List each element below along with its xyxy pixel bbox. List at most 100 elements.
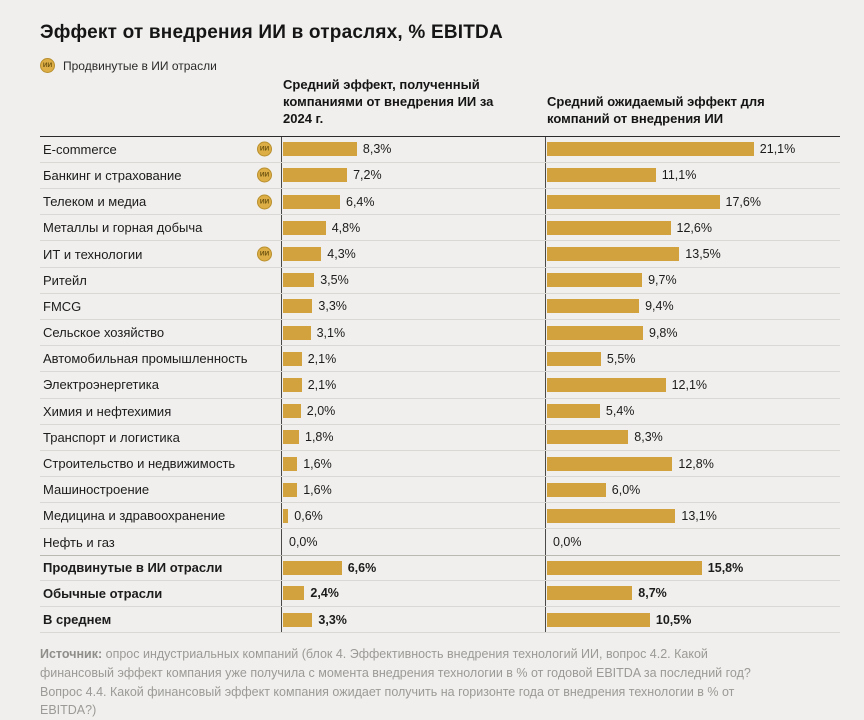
bar [547,404,600,419]
bar [283,482,298,497]
row-label-text: Банкинг и страхование [43,167,182,183]
bar-value-label: 0,0% [289,535,318,550]
table-row: Машиностроение 1,6% 6,0% [40,477,840,504]
bar [547,220,671,235]
expected-effect-bar-cell: 21,1% [545,136,840,162]
bar-value-label: 3,1% [316,325,346,340]
bar [547,168,656,183]
row-label-text: Сельское хозяйство [43,325,165,341]
expected-effect-bar-cell: 12,8% [545,450,840,477]
ai-coin-icon: ИИ [257,167,272,183]
table-row: Металлы и горная добыча 4,8% 12,6% [40,215,840,242]
actual-effect-bar-cell: 4,3% [281,241,545,267]
expected-effect-bar-cell: 9,8% [545,319,840,346]
bar [547,482,606,497]
bar-value-label: 1,6% [303,456,332,471]
actual-effect-bar-cell: 8,3% [281,136,545,162]
bar-value-label: 2,4% [310,586,339,601]
actual-effect-bar-cell: 7,2% [281,162,545,189]
bar-value-label: 13,1% [681,508,717,523]
bar [283,220,326,235]
legend: ИИ Продвинутые в ИИ отрасли [40,58,840,73]
source-note: Источник: опрос индустриальных компаний … [40,645,782,720]
bar [283,456,298,471]
row-label: Нефть и газ [40,529,281,554]
bar-value-label: 5,4% [605,404,635,419]
bar [283,508,289,523]
bar [547,142,754,157]
actual-effect-bar-cell: 6,6% [281,555,545,580]
bar [547,612,650,627]
bar [283,299,313,314]
bar-value-label: 5,5% [606,351,636,366]
row-label: Электроэнергетика [40,372,281,397]
table-row: Транспорт и логистика 1,8% 8,3% [40,424,840,451]
bar [283,430,299,445]
actual-effect-bar-cell: 2,0% [281,398,545,424]
bar [283,325,311,340]
expected-effect-bar-cell: 6,0% [545,477,840,503]
bar-value-label: 3,3% [318,299,347,314]
expected-effect-bar-cell: 8,3% [545,424,840,450]
table-row: Строительство и недвижимость 1,6% 12,8% [40,450,840,478]
bar-value-label: 6,6% [347,560,377,575]
table-row: Медицина и здравоохранение 0,6% 13,1% [40,503,840,530]
bar [547,430,629,445]
row-label: Металлы и горная добыча [40,215,281,240]
table-row: Сельское хозяйство 3,1% 9,8% [40,319,840,347]
row-label-text: В среднем [43,612,112,628]
row-label: FMCG [40,294,281,319]
source-text: опрос индустриальных компаний (блок 4. Э… [40,647,751,718]
bar [547,377,666,392]
table-row: В среднем 3,3% 10,5% [40,607,840,634]
bar-value-label: 9,8% [649,325,678,340]
expected-effect-bar-cell: 12,6% [545,215,840,241]
table-row: Электроэнергетика 2,1% 12,1% [40,372,840,399]
row-label-text: Обычные отрасли [43,585,163,601]
expected-effect-bar-cell: 13,5% [545,241,840,267]
bar-value-label: 1,6% [303,482,332,497]
table-row: Автомобильная промышленность 2,1% 5,5% [40,346,840,373]
table-row: Ритейл 3,5% 9,7% [40,267,840,294]
table-row: Обычные отрасли 2,4% 8,7% [40,580,840,608]
bar-value-label: 21,1% [759,142,796,157]
bar-value-label: 15,8% [707,560,744,575]
row-label-text: ИТ и технологии [43,246,143,262]
bar [547,508,676,523]
bar [283,194,340,209]
bar-value-label: 12,8% [678,456,714,471]
actual-effect-bar-cell: 3,3% [281,293,545,319]
actual-effect-bar-cell: 0,0% [281,529,545,555]
expected-effect-bar-cell: 8,7% [545,580,840,607]
bar [547,351,601,366]
bar [547,456,673,471]
ai-coin-icon: ИИ [257,246,272,262]
actual-effect-bar-cell: 1,8% [281,424,545,450]
row-label: Машиностроение [40,477,281,502]
bar [283,377,302,392]
row-label-text: Металлы и горная добыча [43,220,203,236]
bar [283,560,342,575]
row-label-text: Транспорт и логистика [43,429,180,445]
bar-value-label: 2,1% [307,377,337,392]
bar [283,168,348,183]
bar-value-label: 0,6% [294,508,323,523]
expected-effect-bar-cell: 12,1% [545,372,840,398]
bar [547,325,643,340]
row-label-text: Машиностроение [43,482,150,498]
bar [283,351,302,366]
bar-value-label: 9,7% [648,273,677,288]
row-label: Химия и нефтехимия [40,399,281,424]
actual-effect-bar-cell: 3,5% [281,267,545,293]
bar [283,586,305,601]
table-row: E-commerce ИИ 8,3% 21,1% [40,136,840,163]
bar-value-label: 4,3% [327,247,356,262]
bar-value-label: 12,6% [676,220,712,235]
bar-value-label: 0,0% [553,535,582,550]
table-row: Продвинутые в ИИ отрасли 6,6% 15,8% [40,554,840,581]
row-label: Строительство и недвижимость [40,451,281,476]
actual-effect-bar-cell: 1,6% [281,450,545,477]
bar-value-label: 17,6% [725,194,761,209]
row-label: Сельское хозяйство [40,320,281,345]
actual-effect-bar-cell: 4,8% [281,215,545,241]
